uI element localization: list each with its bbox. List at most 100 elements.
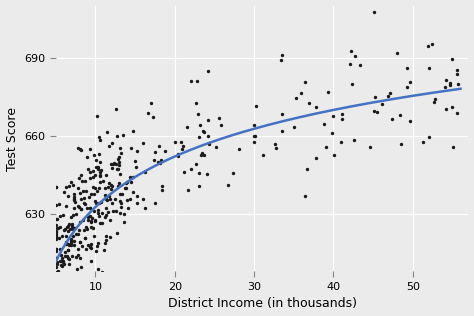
Point [100, 247, 108, 252]
Point [82, 246, 90, 252]
Point [84, 218, 91, 223]
Point [177, 139, 185, 144]
Point [218, 123, 225, 128]
Point [52, 228, 59, 234]
Point [65, 257, 73, 262]
Point [79, 218, 87, 223]
Point [94, 166, 102, 171]
Point [118, 191, 126, 196]
Point [106, 143, 113, 149]
Point [90, 169, 97, 174]
Point [52, 229, 59, 234]
Point [62, 234, 69, 239]
Point [95, 214, 103, 219]
Point [180, 144, 187, 149]
Point [111, 196, 118, 201]
Point [116, 181, 123, 186]
Point [426, 134, 433, 139]
Point [108, 184, 116, 189]
Point [403, 85, 411, 90]
Point [82, 236, 89, 241]
Point [97, 173, 104, 178]
Point [195, 184, 202, 189]
Point [94, 207, 101, 212]
Point [107, 234, 114, 239]
Point [54, 283, 61, 289]
Point [393, 51, 401, 56]
Point [102, 233, 110, 238]
Point [301, 80, 309, 85]
Point [97, 200, 105, 205]
Point [128, 145, 135, 150]
Point [250, 123, 258, 128]
Point [174, 154, 182, 159]
Point [62, 226, 69, 231]
Point [91, 233, 98, 238]
Point [54, 262, 61, 267]
Point [425, 66, 433, 71]
Point [60, 258, 67, 264]
Point [183, 125, 191, 130]
Point [129, 189, 137, 194]
Point [65, 261, 73, 266]
Point [338, 117, 346, 122]
Point [116, 210, 124, 216]
Point [77, 148, 85, 153]
Point [126, 174, 134, 179]
Point [278, 112, 285, 117]
Point [62, 204, 70, 209]
Point [52, 273, 59, 278]
Point [312, 156, 320, 161]
Point [373, 110, 380, 115]
Point [64, 255, 72, 260]
Point [271, 142, 279, 147]
Point [324, 89, 332, 94]
Point [69, 234, 77, 239]
Point [187, 78, 195, 83]
Point [200, 152, 208, 157]
Point [90, 208, 98, 213]
Point [76, 301, 83, 307]
Point [66, 295, 73, 300]
Point [101, 214, 109, 219]
Point [52, 231, 59, 236]
Point [350, 137, 358, 143]
Point [73, 212, 80, 217]
Point [453, 71, 460, 76]
Point [64, 194, 72, 199]
Point [61, 279, 69, 284]
Point [151, 200, 158, 205]
Point [52, 256, 59, 261]
Point [86, 205, 94, 210]
Point [57, 246, 64, 251]
Point [104, 184, 111, 189]
Point [65, 221, 73, 226]
Point [133, 149, 141, 154]
Point [78, 244, 85, 249]
Point [90, 226, 97, 231]
Point [162, 148, 169, 153]
Point [109, 208, 117, 213]
Point [68, 224, 75, 229]
Point [187, 166, 195, 171]
Point [446, 80, 454, 85]
Point [74, 145, 82, 150]
Point [378, 101, 386, 106]
Point [67, 215, 74, 220]
Point [62, 281, 69, 286]
Point [156, 161, 164, 166]
Point [86, 176, 93, 181]
Point [52, 312, 59, 316]
Point [52, 246, 59, 252]
Point [86, 169, 94, 174]
Point [92, 157, 100, 162]
Point [120, 219, 128, 224]
Point [453, 110, 460, 115]
Point [62, 240, 70, 245]
Point [250, 134, 258, 139]
Point [87, 213, 94, 218]
Point [77, 146, 84, 151]
Point [70, 191, 77, 197]
Point [54, 286, 62, 291]
Point [91, 218, 99, 223]
